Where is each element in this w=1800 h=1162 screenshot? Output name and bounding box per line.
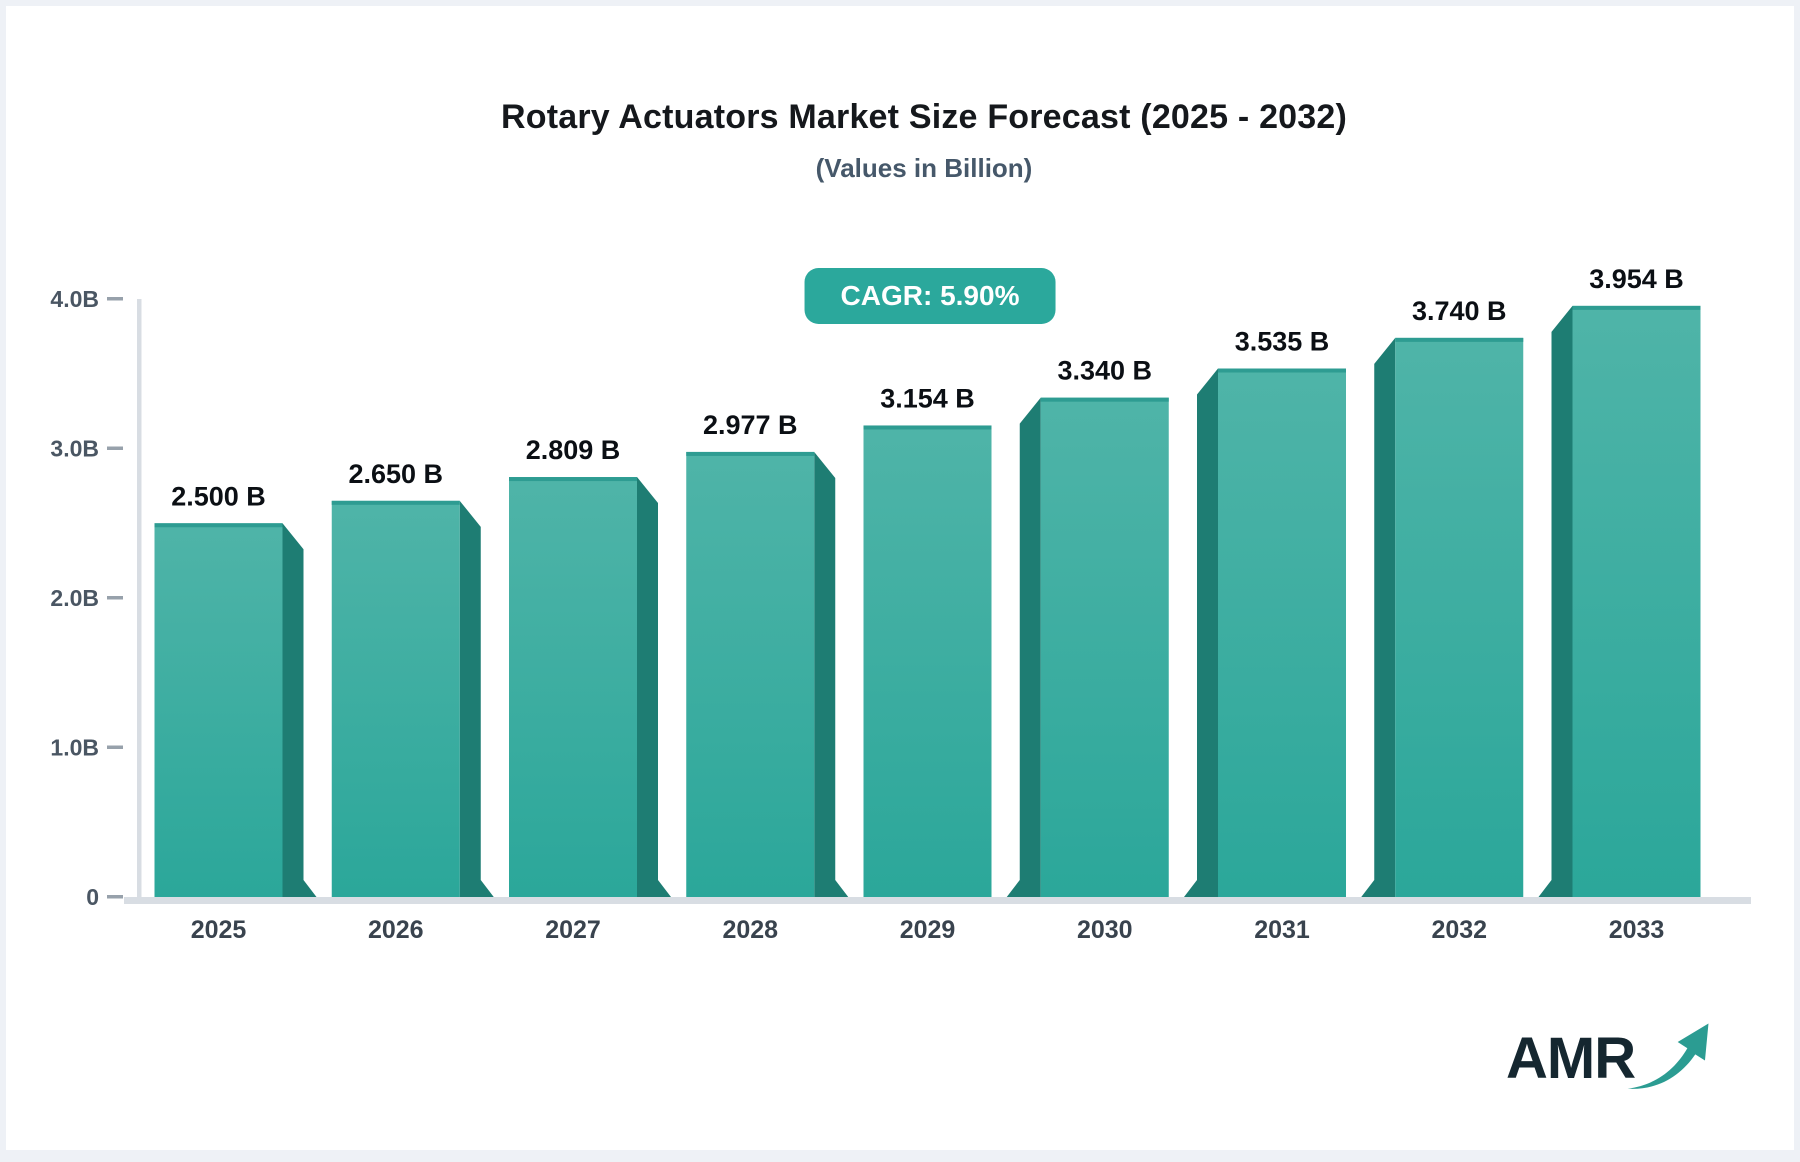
bar-chart: 0 1.0B 2.0B 3.0B 4.0B 2.500 B 2025 2.650 B 2026 2… — [50, 264, 1751, 944]
bar-top-edge — [331, 500, 460, 505]
y-axis-line — [137, 299, 142, 904]
bar-side-3d — [1006, 397, 1041, 897]
bar — [863, 425, 992, 897]
y-tick-label: 2.0B — [50, 585, 99, 611]
bar-top-edge — [1572, 305, 1701, 310]
bar-top-edge — [154, 523, 283, 528]
cagr-badge: CAGR: 5.90% — [804, 268, 1056, 324]
x-axis-baseline — [124, 897, 1751, 904]
bar-value-label: 2.500 B — [171, 481, 266, 511]
bar-value-label: 2.809 B — [526, 435, 621, 465]
amr-logo-text: AMR — [1506, 1026, 1636, 1091]
bar — [1218, 368, 1346, 898]
y-tick-dash — [107, 297, 123, 301]
amr-logo: AMR — [1506, 1018, 1709, 1098]
bar-side-3d — [1361, 337, 1396, 897]
y-tick-dash — [107, 596, 123, 600]
y-tick-dash — [107, 895, 123, 899]
x-axis-label: 2028 — [722, 916, 778, 944]
chart-header: Rotary Actuators Market Size Forecast (2… — [54, 98, 1794, 184]
x-axis-label: 2032 — [1431, 916, 1487, 944]
bar — [686, 451, 815, 897]
x-axis-label: 2030 — [1077, 916, 1133, 944]
bar-value-label: 2.977 B — [703, 410, 798, 440]
bar-value-label: 3.740 B — [1412, 296, 1507, 326]
bar — [331, 500, 460, 897]
bar — [1040, 397, 1169, 897]
y-tick-dash — [107, 745, 123, 749]
x-axis-label: 2025 — [191, 916, 247, 944]
chart-card: Rotary Actuators Market Size Forecast (2… — [6, 6, 1794, 1150]
x-axis-label: 2031 — [1254, 916, 1310, 944]
bar-value-label: 3.954 B — [1589, 264, 1684, 294]
bar-side-3d — [814, 451, 849, 897]
bar-side-3d — [459, 500, 494, 897]
bar-top-edge — [686, 451, 815, 456]
x-axis-label: 2029 — [900, 916, 956, 944]
bar-value-label: 3.535 B — [1235, 327, 1330, 357]
bar-top-edge — [863, 425, 992, 430]
bar-side-3d — [637, 477, 671, 897]
x-axis-label: 2027 — [545, 916, 601, 944]
chart-title: Rotary Actuators Market Size Forecast (2… — [500, 98, 1348, 136]
y-tick-label: 4.0B — [50, 286, 99, 312]
growth-arrow-icon — [1627, 1023, 1709, 1089]
x-axis-label: 2033 — [1609, 916, 1665, 944]
bar-side-3d — [1538, 305, 1573, 897]
y-tick-label: 3.0B — [50, 436, 99, 462]
bar-value-label: 3.340 B — [1057, 356, 1152, 386]
y-tick-dash — [107, 446, 123, 450]
bar — [509, 477, 637, 897]
bar-side-3d — [282, 523, 317, 897]
bar-top-edge — [1040, 397, 1169, 402]
y-tick-label: 0 — [86, 884, 99, 910]
bar — [154, 523, 283, 897]
bar-value-label: 3.154 B — [880, 383, 975, 413]
y-tick-label: 1.0B — [50, 735, 99, 761]
bar-value-label: 2.650 B — [348, 459, 443, 489]
chart-subtitle: (Values in Billion) — [815, 153, 1033, 183]
bar — [1395, 337, 1524, 897]
bar-side-3d — [1184, 368, 1218, 898]
bar-top-edge — [1395, 337, 1524, 342]
bar-top-edge — [1218, 368, 1346, 373]
bar-top-edge — [509, 477, 637, 482]
x-axis-label: 2026 — [368, 916, 424, 944]
bar — [1572, 305, 1701, 897]
